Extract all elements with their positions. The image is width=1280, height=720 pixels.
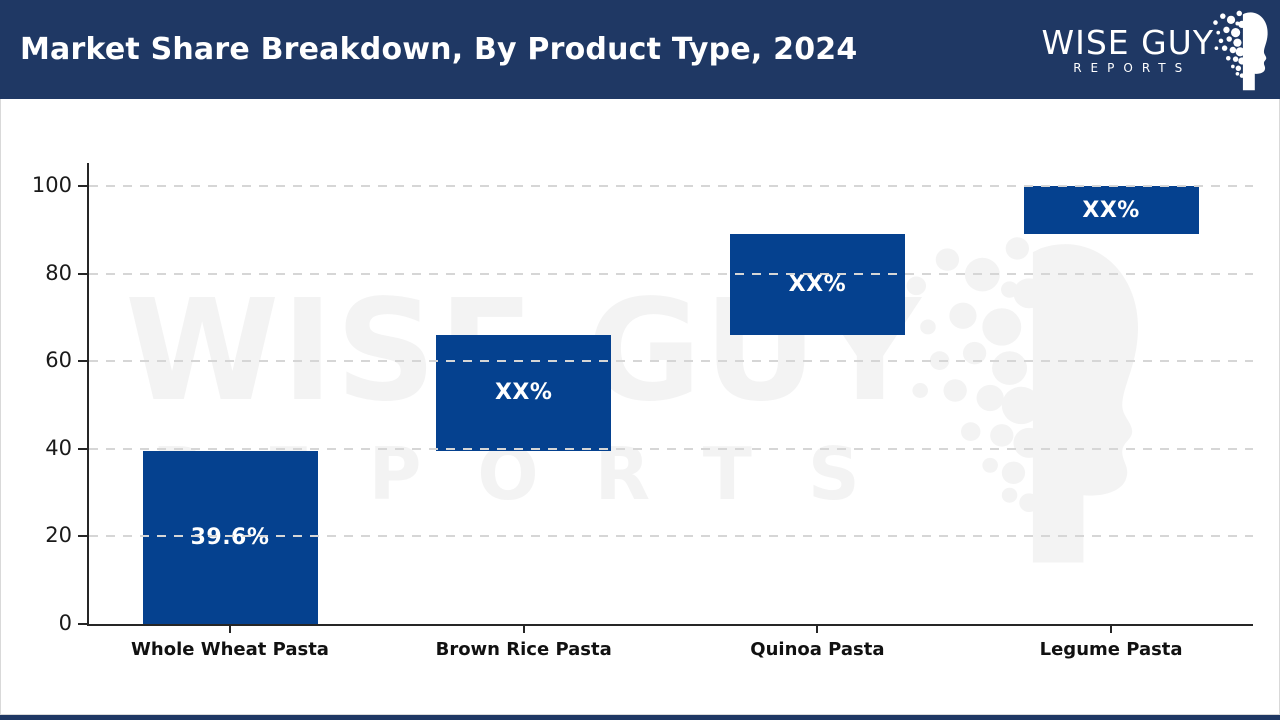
y-axis-tick-label: 40 [45,435,72,460]
y-axis-tick-label: 100 [31,173,72,197]
bar-value-label: XX% [494,380,553,406]
x-axis-category-label: Legume Pasta [1039,639,1183,660]
y-axis-tick [78,623,87,625]
bar-value-label: XX% [1082,197,1140,223]
x-axis-tick [522,626,525,633]
bar-value-label: XX% [788,272,847,298]
gridline [89,535,1253,538]
x-axis-tick [229,626,231,633]
y-axis-tick-label: 60 [45,348,72,373]
x-axis-tick [1110,626,1113,633]
x-axis-category-label: Quinoa Pasta [750,639,885,660]
page-title: Market Share Breakdown, By Product Type,… [20,32,858,67]
y-axis-tick-label: 80 [45,260,72,285]
footer-bar [0,715,1280,720]
logo-wordmark: WISE GUY REPORTS [1041,26,1214,74]
bar-segment-4: XX% [1023,186,1199,235]
logo-subtitle-text: REPORTS [1073,60,1192,75]
x-axis-tick [816,626,819,633]
header-bar: Market Share Breakdown, By Product Type,… [0,0,1280,99]
bar-segment-2: XX% [436,334,612,451]
gridline [89,185,1253,187]
y-axis-tick-label: 20 [45,523,72,548]
y-axis-tick [78,272,87,275]
logo-face-icon [1213,10,1268,90]
gridline [89,272,1253,275]
y-axis-tick [78,360,87,363]
logo-brand-text: WISE GUY [1041,22,1214,62]
x-axis-category-label: Whole Wheat Pasta [131,639,329,660]
wise-guy-logo: WISE GUY REPORTS [1041,7,1274,93]
bar-segment-3: XX% [729,234,905,335]
y-axis-tick-label: 0 [58,611,72,635]
gridline [89,360,1253,363]
gridline [89,447,1253,450]
x-axis-category-label: Brown Rice Pasta [435,639,612,660]
y-axis-tick [78,185,87,187]
y-axis-tick [78,447,87,450]
x-axis-line [87,624,1253,626]
y-axis-line [87,163,89,626]
y-axis-tick [78,535,87,538]
